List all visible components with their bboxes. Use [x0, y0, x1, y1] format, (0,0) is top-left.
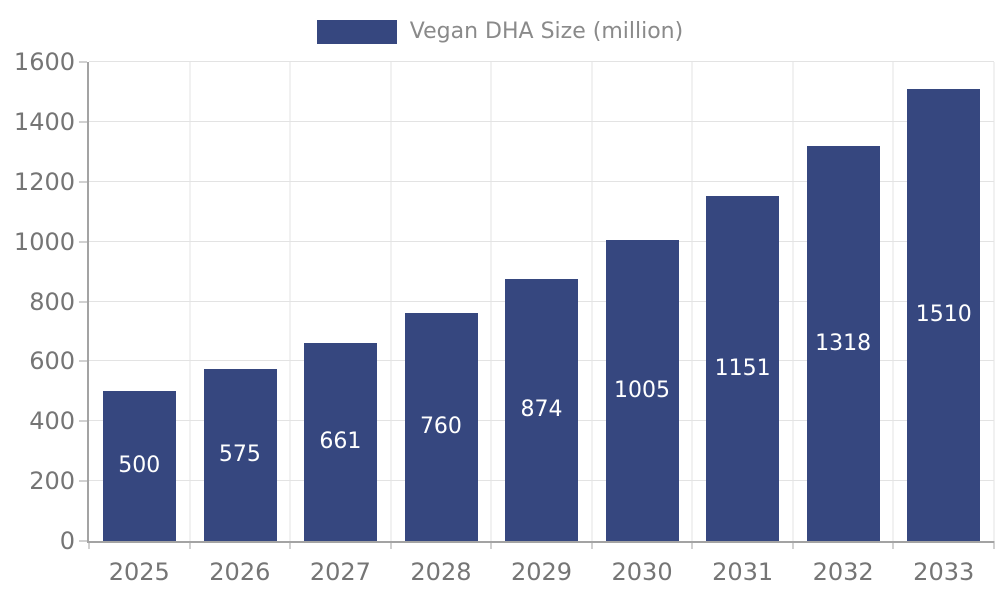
x-axis-label: 2029 — [510, 558, 573, 586]
x-axis-label: 2028 — [410, 558, 472, 586]
x-axis-label: 2032 — [812, 558, 874, 586]
grid-line-vertical — [792, 62, 794, 541]
x-axis-tick — [289, 541, 291, 549]
grid-line-horizontal — [89, 240, 994, 242]
y-axis-tick — [79, 480, 87, 482]
bar — [806, 146, 880, 541]
bar-value-label: 1510 — [915, 301, 972, 327]
plot-area: 0 200 400 600 800 1000 1200 1400 1600 500 2025 575 2… — [14, 50, 995, 586]
y-axis-tick — [79, 420, 87, 422]
legend-swatch — [316, 19, 397, 44]
bar-value-label: 500 — [118, 453, 161, 479]
grid-line-vertical — [993, 62, 995, 541]
y-axis-label: 600 — [29, 347, 75, 376]
x-axis-tick — [691, 541, 693, 549]
y-axis-label: 200 — [29, 467, 75, 496]
x-axis-tick — [88, 541, 90, 549]
x-axis-label: 2031 — [712, 558, 774, 586]
y-axis-label: 1000 — [13, 227, 75, 256]
grid-line-horizontal — [89, 120, 994, 122]
x-axis-tick — [792, 541, 794, 549]
legend-label: Vegan DHA Size (million) — [409, 19, 684, 44]
grid-line-vertical — [691, 62, 693, 541]
y-axis-label: 1400 — [13, 107, 75, 136]
grid-line-vertical — [591, 62, 593, 541]
bar — [907, 88, 981, 541]
y-axis-tick — [79, 301, 87, 302]
grid-line-vertical — [390, 62, 392, 541]
grid-line-vertical — [289, 62, 291, 541]
x-axis-tick — [591, 541, 593, 549]
bar — [203, 368, 277, 541]
x-axis-label: 2025 — [108, 558, 170, 586]
x-axis-tick — [993, 541, 995, 549]
grid-line-horizontal — [89, 180, 994, 182]
bar — [404, 313, 478, 541]
y-axis-label: 800 — [29, 287, 75, 316]
y-axis-label: 0 — [59, 527, 75, 555]
bar-value-label: 1005 — [614, 377, 671, 403]
y-axis-tick — [79, 121, 87, 123]
x-axis-tick — [390, 541, 392, 549]
y-axis-label: 400 — [29, 407, 75, 436]
y-axis-tick — [79, 241, 87, 243]
x-axis-label: 2026 — [209, 558, 271, 586]
bar-value-label: 874 — [520, 397, 563, 423]
bar — [706, 196, 780, 541]
x-axis-label: 2030 — [611, 558, 673, 586]
bar — [102, 391, 176, 541]
bar — [304, 343, 378, 541]
bar-value-label: 1318 — [815, 330, 872, 356]
bar-value-label: 575 — [218, 441, 261, 467]
x-axis-tick — [892, 541, 894, 549]
x-axis-label: 2027 — [309, 558, 371, 586]
y-axis-tick — [79, 540, 87, 542]
grid-line-vertical — [892, 62, 894, 541]
grid-line-vertical — [189, 62, 191, 541]
grid-line-vertical — [490, 62, 492, 541]
x-axis-tick — [490, 541, 492, 549]
legend-item[interactable]: Vegan DHA Size (million) — [0, 19, 1000, 44]
y-axis-label: 1200 — [13, 167, 75, 196]
grid-line-horizontal — [89, 61, 994, 62]
bar-value-label: 1151 — [714, 355, 771, 381]
x-axis-label: 2033 — [913, 558, 975, 586]
y-axis-label: 1600 — [13, 48, 75, 76]
bar-value-label: 661 — [319, 429, 362, 455]
bar — [605, 240, 679, 541]
y-axis-tick — [79, 61, 87, 63]
bar-value-label: 760 — [419, 414, 462, 440]
y-axis-tick — [79, 181, 87, 183]
x-axis-tick — [189, 541, 191, 549]
y-axis-tick — [79, 360, 87, 362]
bar — [505, 279, 579, 541]
